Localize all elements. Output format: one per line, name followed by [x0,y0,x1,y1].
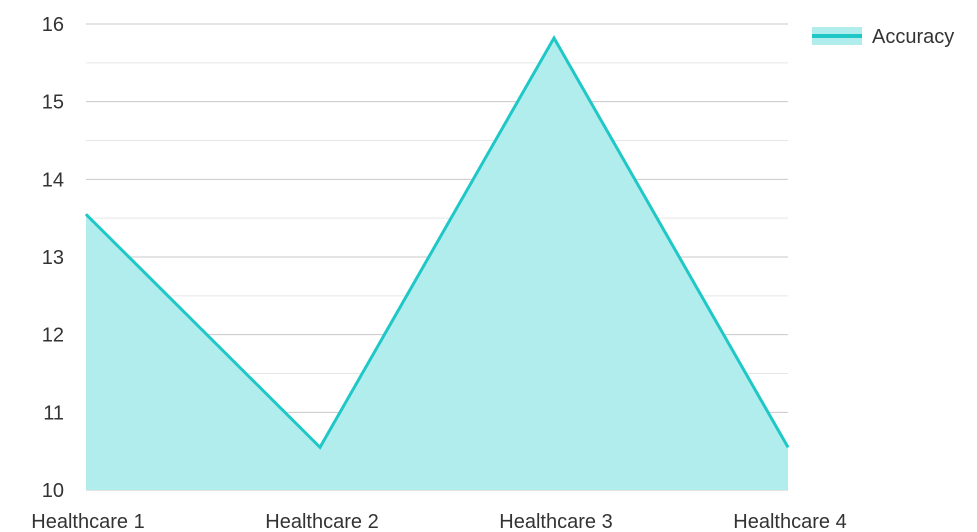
y-tick-label: 13 [42,247,64,269]
data-point-accuracy [319,446,321,448]
x-tick-label: Healthcare 2 [265,511,378,532]
y-tick-label: 10 [42,480,64,502]
x-tick-label: Healthcare 1 [31,511,144,532]
data-point-accuracy [787,446,789,448]
y-tick-label: 12 [42,325,64,347]
y-tick-label: 11 [43,402,64,424]
y-tick-label: 15 [42,92,64,114]
y-axis-tick-labels: 10 11 12 13 14 15 16 [42,14,64,502]
x-axis-tick-labels: Healthcare 1 Healthcare 2 Healthcare 3 Heal… [31,511,846,532]
legend-label-accuracy: Accuracy [872,26,954,48]
y-tick-label: 14 [42,169,64,191]
legend: Accuracy [812,26,954,48]
y-tick-label: 16 [42,14,64,36]
x-tick-label: Healthcare 3 [499,511,612,532]
series-line-accuracy [84,34,790,450]
x-tick-label: Healthcare 4 [733,511,846,532]
series-area-group [84,34,790,490]
data-point-accuracy [85,213,87,215]
area-fill-accuracy [86,37,788,490]
data-point-accuracy [553,37,555,39]
